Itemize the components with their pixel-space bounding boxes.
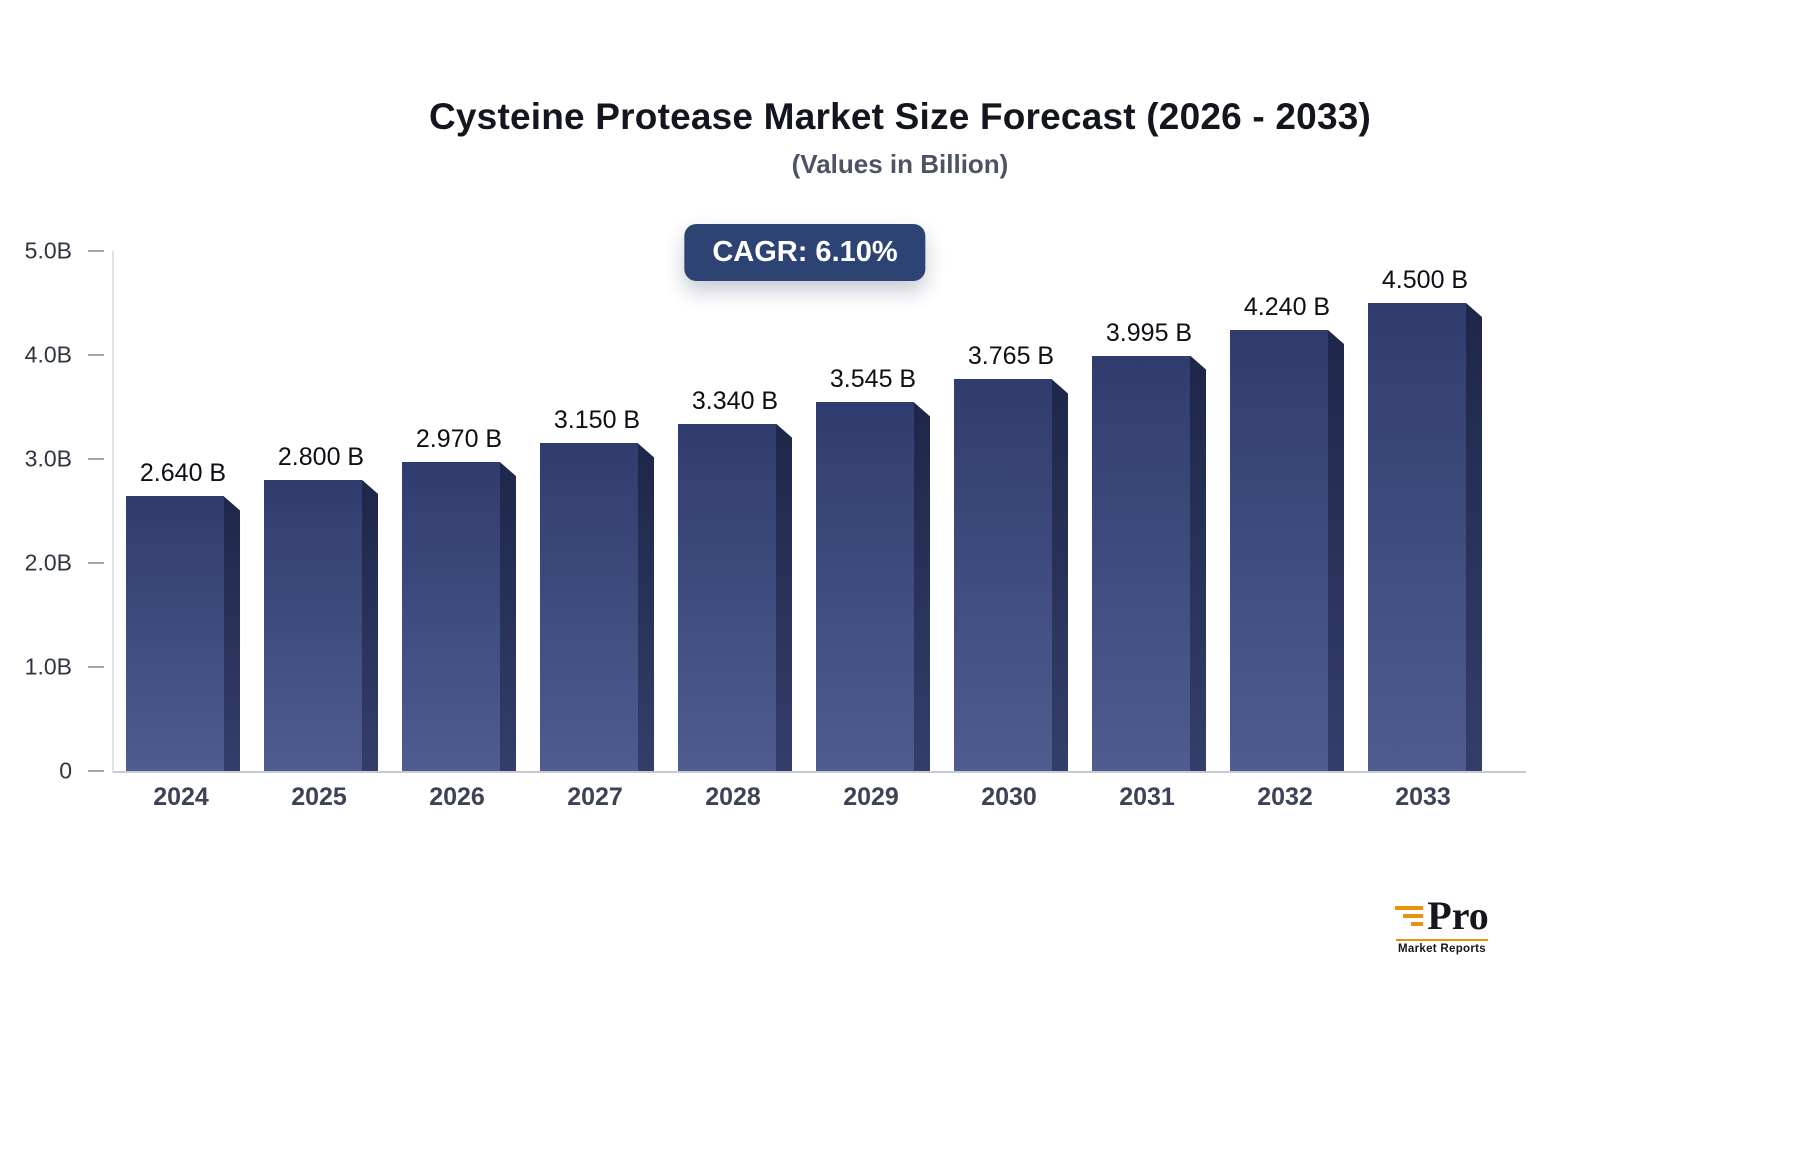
y-axis-tick-label: 0	[59, 757, 72, 784]
x-axis-label: 2029	[843, 783, 899, 811]
x-axis-label: 2033	[1395, 783, 1451, 811]
bar-2032	[1230, 330, 1344, 771]
bar-front-face	[678, 423, 776, 771]
bar-2033	[1368, 303, 1482, 771]
bar-2029	[816, 402, 930, 771]
y-axis-tick-mark	[88, 354, 104, 356]
bar-value-label: 4.240 B	[1243, 293, 1331, 322]
bar-group: 4.240 B	[1218, 293, 1356, 771]
y-axis-tick-label: 4.0B	[24, 341, 72, 368]
bar-group: 3.340 B	[666, 387, 804, 771]
bar-value-label: 3.995 B	[1105, 318, 1193, 347]
bar-side-face	[638, 443, 654, 771]
bar-front-face	[1092, 355, 1190, 771]
bar-group: 2.970 B	[390, 425, 528, 771]
cagr-badge: CAGR: 6.10%	[684, 224, 926, 281]
bar-value-label: 3.340 B	[691, 386, 779, 415]
bar-value-label: 4.500 B	[1381, 266, 1469, 294]
bar-group: 2.640 B	[114, 459, 252, 771]
bar-front-face	[954, 379, 1052, 771]
bar-front-face	[816, 402, 914, 771]
bar-value-label: 2.970 B	[415, 425, 503, 454]
bar-value-label: 3.765 B	[967, 342, 1055, 371]
bar-value-label: 3.150 B	[553, 406, 641, 435]
x-axis-label: 2031	[1119, 783, 1175, 811]
bar-front-face	[126, 496, 224, 771]
y-axis-tick-label: 2.0B	[24, 549, 72, 576]
bar-side-face	[362, 479, 378, 771]
bar-group: 3.995 B	[1080, 319, 1218, 771]
bar-front-face	[264, 479, 362, 771]
bar-value-label: 2.640 B	[139, 459, 227, 488]
bar-front-face	[1230, 330, 1328, 771]
bar-side-face	[914, 402, 930, 771]
bars-layer: 2.640 B 2.800 B 2.970 B 3.150 B 3.340 B 3.545…	[114, 251, 1496, 771]
bar-chart: 5.0B 4.0B 3.0B 2.0B 1.0B 0 2.640 B 2.800 B 2.97…	[25, 238, 1526, 784]
y-axis-tick-mark	[88, 770, 104, 772]
bar-side-face	[224, 496, 240, 771]
bar-side-face	[1466, 303, 1482, 771]
pro-market-reports-logo: Pro Market Reports	[1395, 893, 1489, 955]
y-axis-tick-mark	[88, 458, 104, 460]
bar-group: 3.150 B	[528, 406, 666, 771]
bar-2024	[126, 496, 240, 771]
x-axis-label: 2027	[567, 783, 623, 811]
chart-title: Cysteine Protease Market Size Forecast (…	[428, 96, 1372, 137]
logo-wordmark: Pro	[1427, 893, 1489, 938]
bar-2030	[954, 379, 1068, 771]
y-axis-tick-mark	[88, 666, 104, 668]
bar-2031	[1092, 355, 1206, 771]
logo-top: Pro	[1395, 893, 1489, 938]
y-axis-tick-label: 5.0B	[24, 237, 72, 264]
logo-tagline: Market Reports	[1396, 939, 1488, 955]
y-axis-tick-mark	[88, 250, 104, 252]
bar-2027	[540, 443, 654, 771]
bar-front-face	[402, 462, 500, 771]
bar-side-face	[1190, 355, 1206, 771]
bar-front-face	[1368, 303, 1466, 771]
bar-value-label: 3.545 B	[829, 365, 917, 394]
bar-2028	[678, 423, 792, 771]
x-axis-label: 2032	[1257, 783, 1313, 811]
x-axis: 2024 2025 2026 2027 2028 2029 2030 2031 2032 2033	[112, 783, 1494, 812]
bar-side-face	[500, 462, 516, 771]
logo-lines-icon	[1395, 904, 1424, 928]
bar-side-face	[1052, 379, 1068, 771]
y-axis-tick-label: 3.0B	[24, 445, 72, 472]
bar-front-face	[540, 443, 638, 771]
bar-group: 2.800 B	[252, 443, 390, 771]
x-axis-label: 2024	[153, 783, 209, 811]
bar-value-label: 2.800 B	[277, 442, 365, 471]
bar-group: 3.545 B	[804, 365, 942, 771]
x-axis-label: 2030	[981, 783, 1037, 811]
bar-side-face	[776, 423, 792, 771]
y-axis-tick-label: 1.0B	[24, 653, 72, 680]
bar-group: 3.765 B	[942, 342, 1080, 771]
chart-subtitle: (Values in Billion)	[791, 149, 1009, 179]
y-axis-tick-mark	[88, 562, 104, 564]
bar-2025	[264, 479, 378, 771]
bar-group: 4.500 B	[1356, 266, 1494, 771]
bar-side-face	[1328, 330, 1344, 771]
bar-2026	[402, 462, 516, 771]
x-axis-label: 2026	[429, 783, 485, 811]
x-axis-label: 2025	[291, 783, 347, 811]
x-axis-label: 2028	[705, 783, 761, 811]
